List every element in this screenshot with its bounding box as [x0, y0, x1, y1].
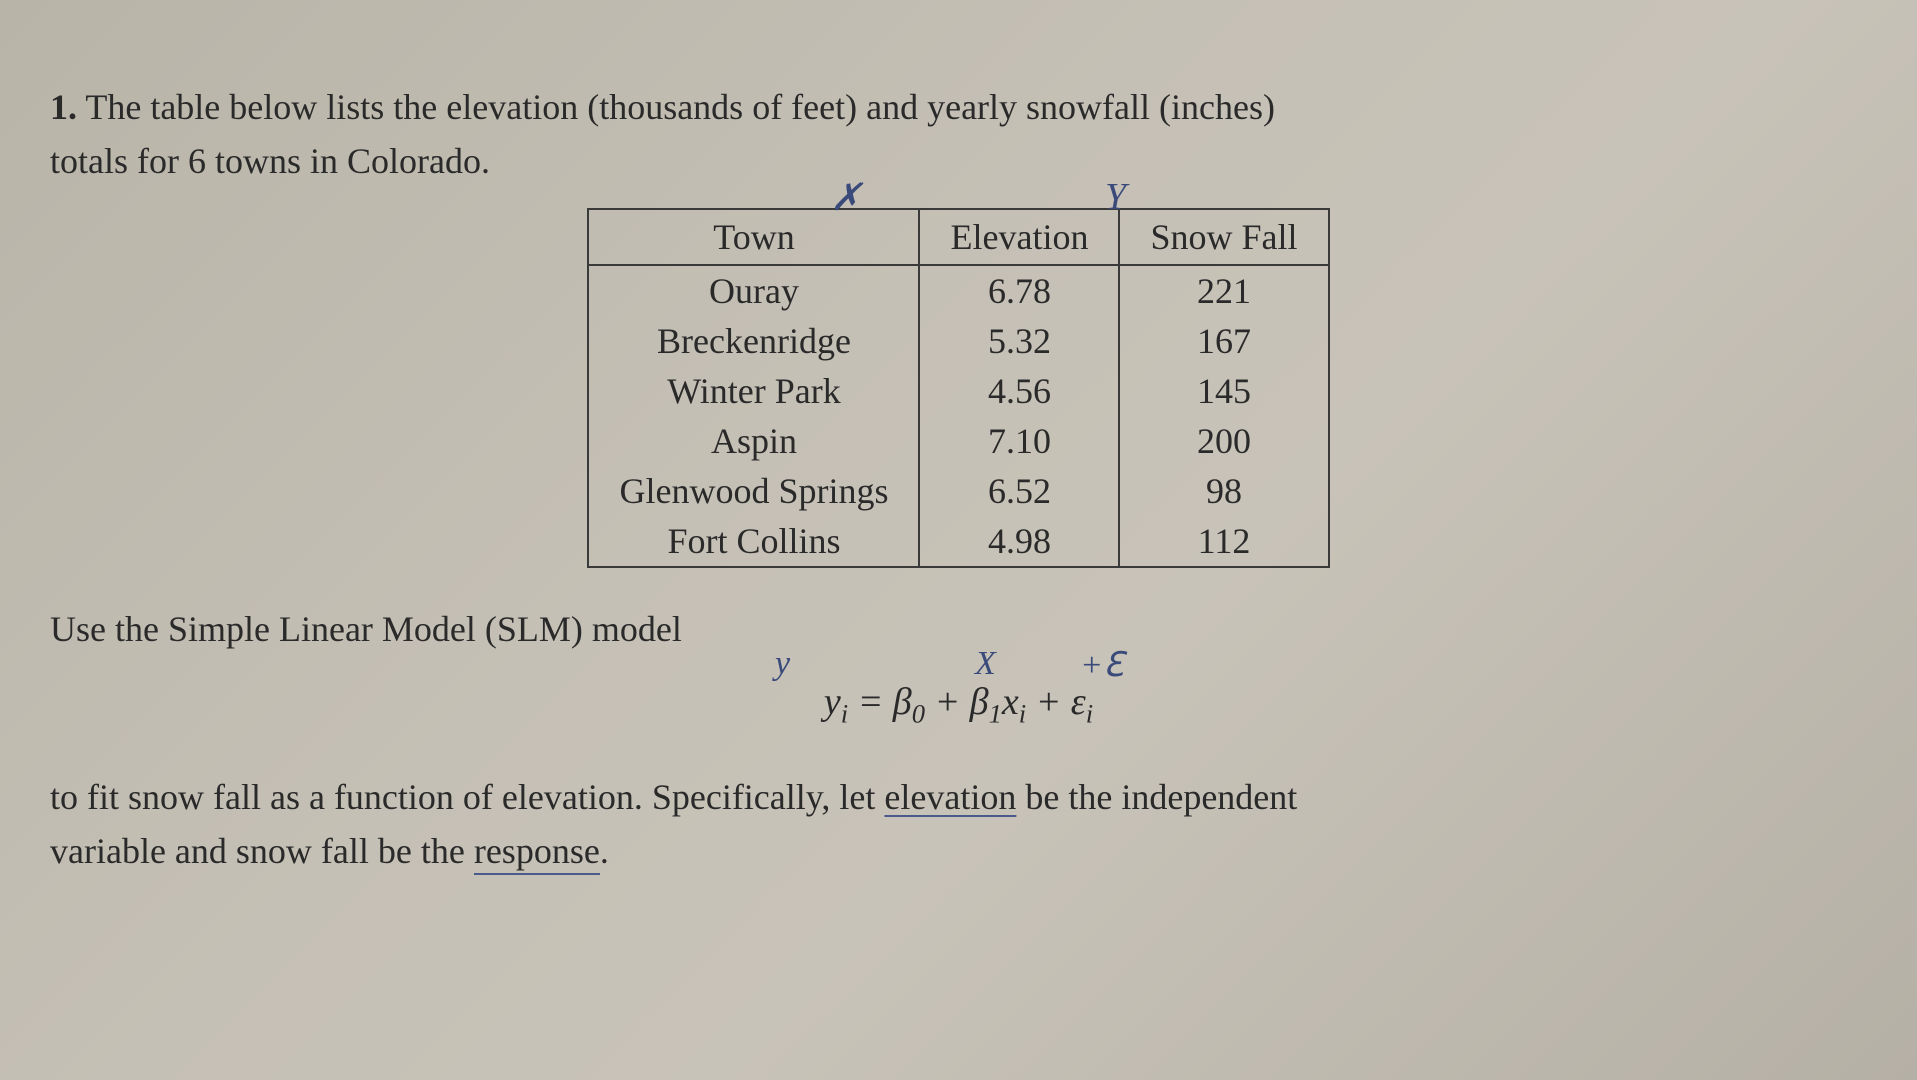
table-header-row: Town Elevation Snow Fall: [588, 209, 1328, 265]
handwritten-eq-e: +ℇ: [1080, 645, 1124, 685]
handwritten-eq-y: y: [775, 645, 790, 683]
cell-town: Glenwood Springs: [588, 466, 919, 516]
closing-pre2: variable and snow fall be the: [50, 831, 474, 871]
table-row: Fort Collins 4.98 112: [588, 516, 1328, 567]
cell-snowfall: 98: [1119, 466, 1328, 516]
handwritten-eq-x: X: [975, 645, 996, 683]
cell-elevation: 4.98: [919, 516, 1119, 567]
slm-equation: yi = β0 + β1xi + εi: [824, 681, 1093, 723]
column-header-town: Town: [588, 209, 919, 265]
table-row: Aspin 7.10 200: [588, 416, 1328, 466]
underlined-response: response: [474, 831, 600, 875]
column-header-snowfall: Snow Fall: [1119, 209, 1328, 265]
eq-beta1: β: [970, 681, 989, 723]
model-lead-text: Use the Simple Linear Model (SLM) model: [50, 608, 1867, 650]
closing-text: to fit snow fall as a function of elevat…: [50, 770, 1867, 878]
cell-elevation: 6.52: [919, 466, 1119, 516]
underlined-elevation: elevation: [884, 777, 1016, 817]
eq-plus: +: [925, 681, 970, 723]
cell-town: Aspin: [588, 416, 919, 466]
eq-y: y: [824, 681, 841, 723]
table-row: Ouray 6.78 221: [588, 265, 1328, 316]
table-row: Breckenridge 5.32 167: [588, 316, 1328, 366]
table-row: Winter Park 4.56 145: [588, 366, 1328, 416]
eq-epsilon: ε: [1071, 681, 1086, 723]
intro-line-2: totals for 6 towns in Colorado.: [50, 141, 490, 181]
equation-block: y X +ℇ yi = β0 + β1xi + εi: [50, 680, 1867, 730]
eq-x: x: [1002, 681, 1019, 723]
table-row: Glenwood Springs 6.52 98: [588, 466, 1328, 516]
eq-sub-0: 0: [912, 699, 925, 729]
eq-equals: =: [848, 681, 893, 723]
question-intro: 1. The table below lists the elevation (…: [50, 80, 1867, 188]
cell-snowfall: 145: [1119, 366, 1328, 416]
cell-town: Fort Collins: [588, 516, 919, 567]
eq-plus: +: [1026, 681, 1071, 723]
cell-town: Ouray: [588, 265, 919, 316]
eq-sub-i: i: [841, 699, 848, 729]
cell-snowfall: 112: [1119, 516, 1328, 567]
snowfall-table: Town Elevation Snow Fall Ouray 6.78 221 …: [587, 208, 1329, 568]
cell-elevation: 6.78: [919, 265, 1119, 316]
cell-town: Winter Park: [588, 366, 919, 416]
cell-snowfall: 200: [1119, 416, 1328, 466]
eq-sub-1: 1: [989, 699, 1002, 729]
closing-post2: .: [600, 831, 609, 871]
handwritten-x-annotation: ✗: [830, 175, 862, 220]
intro-line-1: The table below lists the elevation (tho…: [77, 87, 1275, 127]
page-vignette: [0, 960, 1917, 1080]
question-number: 1.: [50, 87, 77, 127]
cell-snowfall: 167: [1119, 316, 1328, 366]
eq-beta0: β: [893, 681, 912, 723]
handwritten-y-annotation: Y: [1105, 175, 1126, 219]
eq-sub-i: i: [1086, 699, 1093, 729]
cell-town: Breckenridge: [588, 316, 919, 366]
column-header-elevation: Elevation: [919, 209, 1119, 265]
closing-pre: to fit snow fall as a function of elevat…: [50, 777, 884, 817]
data-table-container: Town Elevation Snow Fall Ouray 6.78 221 …: [50, 208, 1867, 568]
cell-elevation: 7.10: [919, 416, 1119, 466]
cell-snowfall: 221: [1119, 265, 1328, 316]
cell-elevation: 5.32: [919, 316, 1119, 366]
closing-post1: be the independent: [1016, 777, 1297, 817]
cell-elevation: 4.56: [919, 366, 1119, 416]
